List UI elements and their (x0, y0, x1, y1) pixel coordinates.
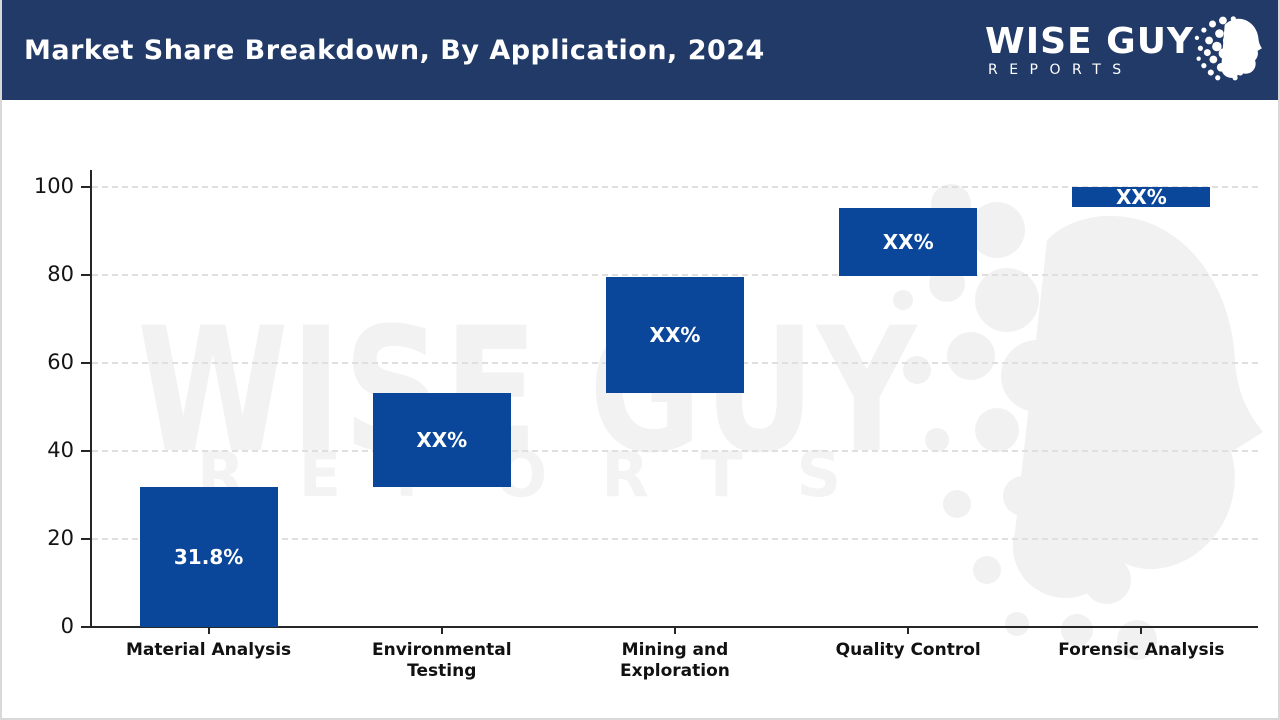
watermark-wordmark: WISE GUY (137, 290, 919, 491)
bar: XX% (606, 277, 744, 394)
watermark-face-icon (893, 184, 1263, 660)
x-category-label: Quality Control (835, 640, 981, 660)
gridline (92, 186, 1258, 188)
dotted-face-icon (1194, 16, 1262, 81)
y-tick (81, 626, 90, 628)
bar: 31.8% (139, 487, 278, 627)
x-tick (674, 628, 676, 634)
logo-wordmark: WISE GUY (984, 20, 1194, 62)
y-tick (81, 274, 90, 276)
x-tick (440, 628, 443, 634)
y-tick (81, 362, 90, 364)
y-tick (81, 538, 90, 540)
page-title: Market Share Breakdown, By Application, … (24, 34, 765, 66)
bar: XX% (372, 393, 511, 488)
y-tick-label: 80 (47, 262, 74, 286)
gridline (92, 274, 1258, 276)
x-tick (1140, 628, 1143, 634)
bar-value-label: XX% (416, 428, 468, 453)
bar-value-label: 31.8% (173, 545, 244, 570)
bar-value-label: XX% (1115, 184, 1167, 209)
header-bar: Market Share Breakdown, By Application, … (2, 0, 1278, 100)
y-tick-label: 40 (47, 438, 74, 462)
y-tick-label: 60 (47, 350, 74, 374)
x-tick (907, 628, 910, 634)
y-tick-label: 0 (60, 614, 74, 638)
gridline (92, 538, 1258, 540)
x-category-label: Forensic Analysis (1058, 640, 1225, 660)
y-axis-line (90, 170, 92, 627)
bar-value-label: XX% (882, 230, 934, 255)
gridline (92, 450, 1258, 452)
bar: XX% (1072, 184, 1211, 209)
y-tick-label: 20 (47, 526, 74, 550)
chart-area: WISE GUY REPORTS 0 20 40 60 80 100 31.8% XX% XX%… (2, 100, 1278, 718)
wise-guy-reports-logo: WISE GUY REPORTS (985, 9, 1268, 91)
y-tick-label: 100 (33, 174, 74, 198)
bar: XX% (839, 208, 978, 277)
y-tick (81, 450, 90, 452)
logo-subtitle: REPORTS (987, 61, 1133, 78)
x-tick (207, 628, 210, 634)
y-tick (81, 186, 90, 188)
x-category-label: Material Analysis (126, 640, 292, 660)
x-category-label: Mining and Exploration (620, 640, 730, 682)
x-axis-line (90, 626, 1258, 628)
x-category-label: Environmental Testing (372, 640, 512, 682)
logo-text: WISE GUY REPORTS (984, 20, 1194, 78)
bar-value-label: XX% (649, 323, 701, 348)
